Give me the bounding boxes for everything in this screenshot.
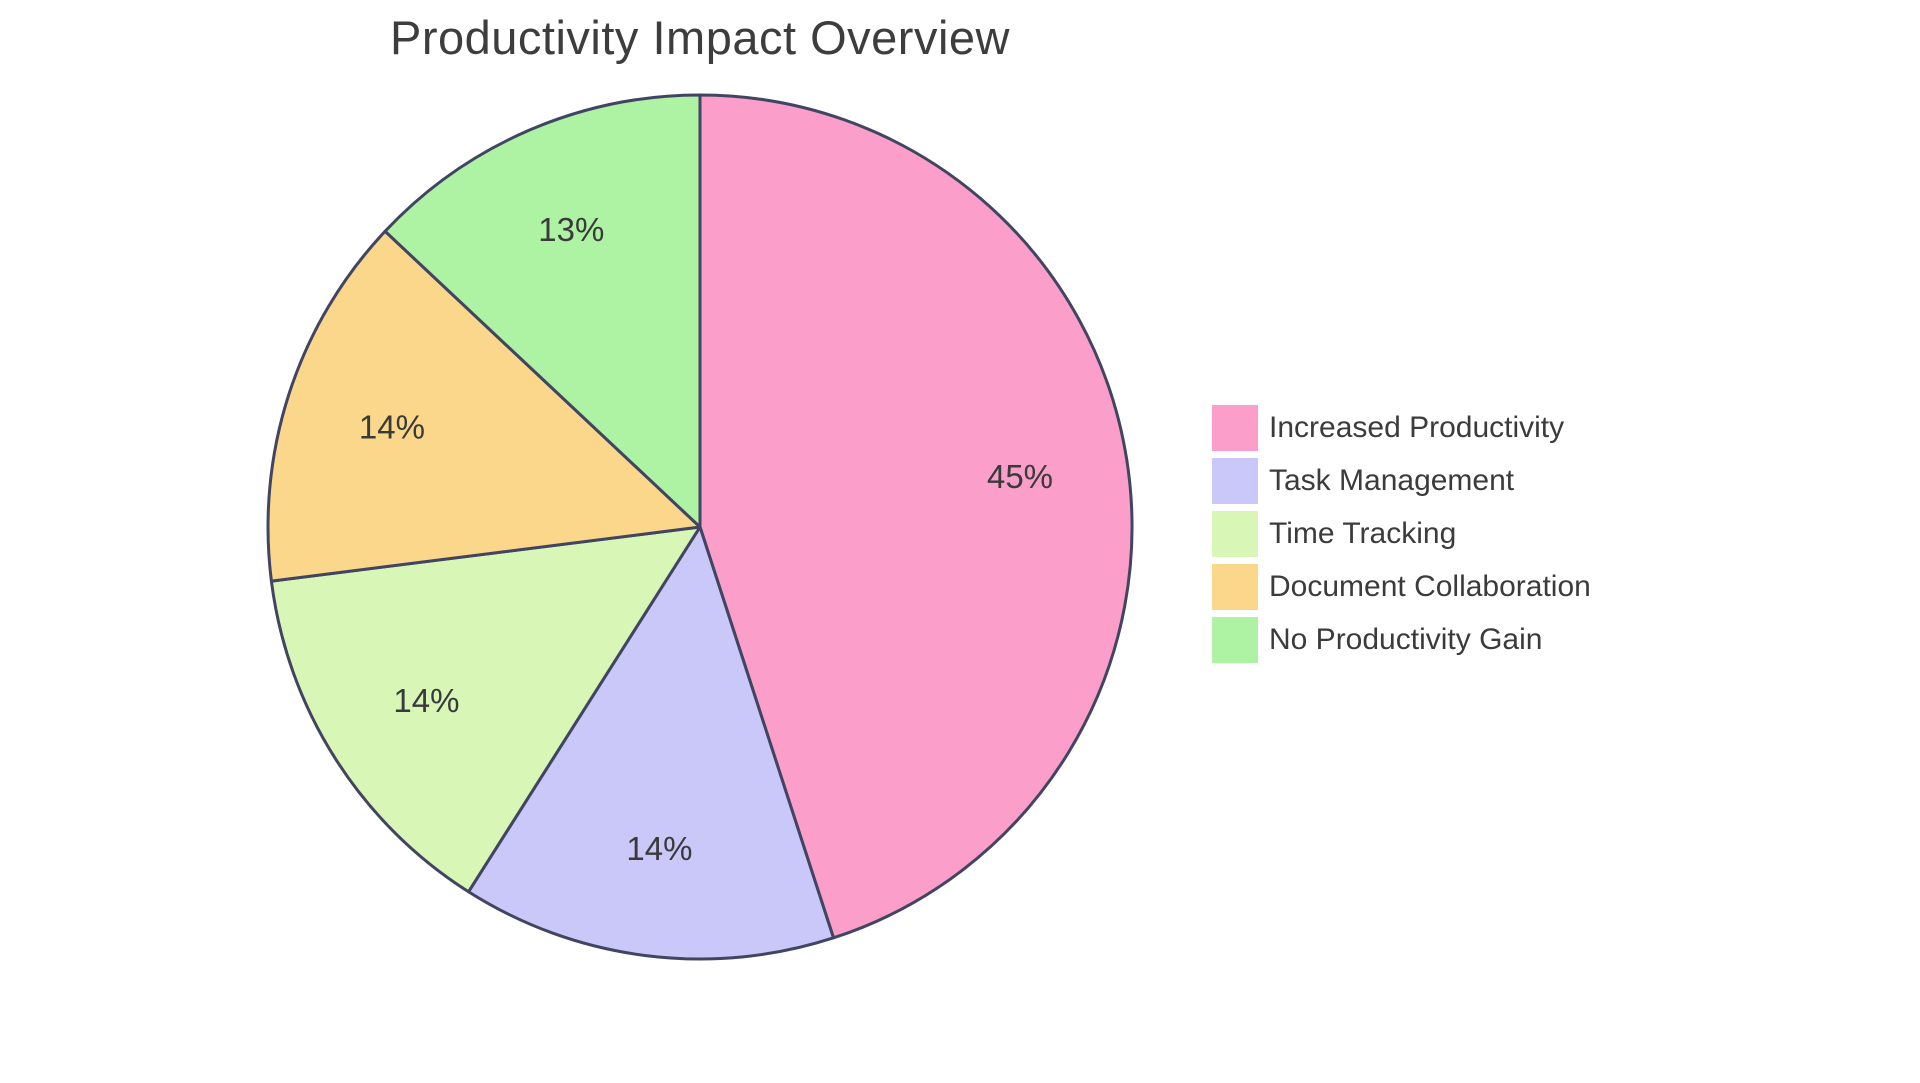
slice-percent-label-time-tracking: 14% [393, 682, 459, 719]
legend-label: Document Collaboration [1269, 570, 1591, 603]
legend-label: No Productivity Gain [1269, 623, 1543, 656]
slice-percent-label-task-management: 14% [626, 830, 692, 867]
legend-swatch-task-management [1212, 458, 1258, 504]
legend-item-time-tracking: Time Tracking [1212, 511, 1591, 557]
legend-item-task-management: Task Management [1212, 458, 1591, 504]
slice-percent-label-increased-productivity: 45% [987, 458, 1053, 495]
pie-slice-document-collaboration [266, 229, 702, 583]
legend-label: Time Tracking [1269, 517, 1457, 550]
legend: Increased Productivity Task Management Tim… [1212, 405, 1591, 670]
pie-slice-time-tracking [269, 525, 702, 894]
legend-swatch-document-collaboration [1212, 564, 1258, 610]
pie-slice-no-productivity-gain [383, 93, 702, 529]
legend-swatch-no-productivity-gain [1212, 617, 1258, 663]
legend-label: Task Management [1269, 464, 1515, 497]
slice-percent-label-document-collaboration: 14% [359, 408, 425, 445]
legend-swatch-time-tracking [1212, 511, 1258, 557]
legend-swatch-increased-productivity [1212, 405, 1258, 451]
legend-label: Increased Productivity [1269, 411, 1565, 444]
pie-slice-increased-productivity [698, 93, 1134, 940]
slice-percent-label-no-productivity-gain: 13% [538, 211, 604, 248]
legend-item-no-productivity-gain: No Productivity Gain [1212, 617, 1591, 663]
legend-item-increased-productivity: Increased Productivity [1212, 405, 1591, 451]
chart-title: Productivity Impact Overview [390, 11, 1010, 64]
pie-slice-task-management [467, 525, 835, 961]
legend-item-document-collaboration: Document Collaboration [1212, 564, 1591, 610]
